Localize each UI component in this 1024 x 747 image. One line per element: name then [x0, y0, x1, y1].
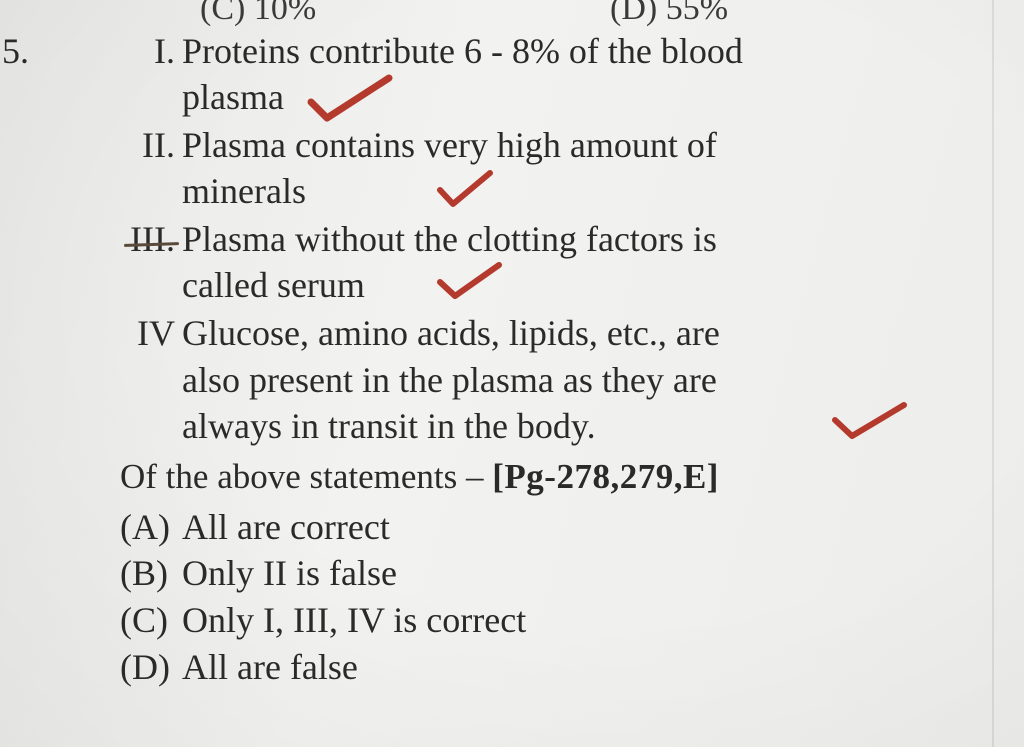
roman-3: III.	[120, 216, 175, 262]
option-d-label: (D)	[120, 644, 170, 691]
stmt2-line1: Plasma contains very high amount of	[182, 125, 717, 165]
option-c-label: (C)	[120, 597, 168, 644]
roman-1: I.	[120, 28, 175, 74]
option-b-label: (B)	[120, 550, 168, 597]
option-d: (D) All are false	[120, 644, 980, 691]
option-b: (B) Only II is false	[120, 550, 980, 597]
option-b-text: Only II is false	[182, 553, 397, 593]
stmt1-line1: Proteins contribute 6 - 8% of the blood	[182, 31, 743, 71]
of-the-above-line: Of the above statements – [Pg-278,279,E]	[120, 455, 980, 500]
stmt3-line1: Plasma without the clotting factors is	[182, 219, 717, 259]
stmt4-line3: always in transit in the body.	[182, 406, 596, 446]
option-c: (C) Only I, III, IV is correct	[120, 597, 980, 644]
page: (C) 10% (D) 55% 5. I. Proteins contribut…	[0, 0, 1024, 747]
question-number: 5.	[2, 30, 29, 72]
option-a: (A) All are correct	[120, 504, 980, 551]
option-d-text: All are false	[182, 647, 358, 687]
options-block: (A) All are correct (B) Only II is false…	[120, 504, 980, 691]
stmt1-line2: plasma	[182, 77, 284, 117]
option-a-label: (A)	[120, 504, 170, 551]
prev-option-c: (C) 10%	[200, 0, 316, 28]
option-a-text: All are correct	[182, 507, 390, 547]
statement-3: III. Plasma without the clotting factors…	[120, 216, 980, 308]
option-c-text: Only I, III, IV is correct	[182, 600, 526, 640]
page-reference: [Pg-278,279,E]	[492, 457, 719, 496]
ofline-prefix: Of the above statements –	[120, 457, 492, 496]
stmt4-line1: Glucose, amino acids, lipids, etc., are	[182, 313, 720, 353]
prev-option-d: (D) 55%	[610, 0, 728, 28]
stmt4-line2: also present in the plasma as they are	[182, 360, 717, 400]
stmt2-line2: minerals	[182, 171, 306, 211]
stmt3-line2: called serum	[182, 265, 365, 305]
roman-2: II.	[120, 122, 175, 168]
right-margin-line	[992, 0, 994, 747]
statement-4: IV Glucose, amino acids, lipids, etc., a…	[120, 310, 980, 448]
roman-4: IV	[120, 310, 175, 356]
statement-2: II. Plasma contains very high amount of …	[120, 122, 980, 214]
statements-block: I. Proteins contribute 6 - 8% of the blo…	[120, 28, 980, 691]
statement-1: I. Proteins contribute 6 - 8% of the blo…	[120, 28, 980, 120]
